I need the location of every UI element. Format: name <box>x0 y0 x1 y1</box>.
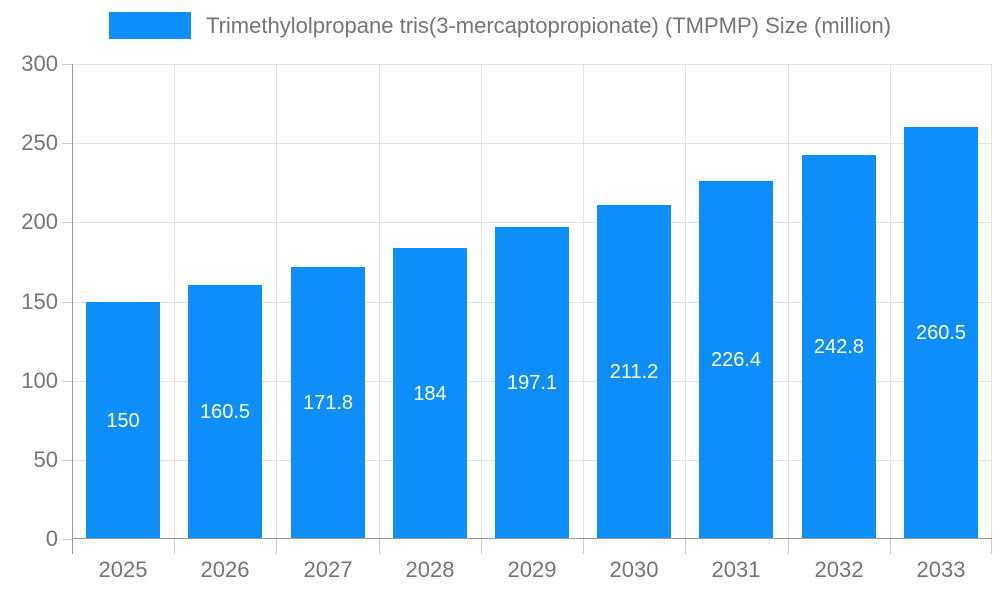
x-axis-tick <box>481 539 482 554</box>
y-axis-line <box>72 64 73 554</box>
bar-value-label: 226.4 <box>710 349 762 371</box>
x-axis-label-2025: 2025 <box>98 557 148 582</box>
y-gridline <box>72 143 992 144</box>
x-gridline <box>890 64 891 539</box>
bar-2025 <box>86 302 160 539</box>
x-gridline <box>583 64 584 539</box>
bar-value-label: 260.5 <box>915 322 967 344</box>
x-axis-label-2026: 2026 <box>200 557 250 582</box>
bar-2027 <box>291 267 365 539</box>
y-axis-label: 250 <box>21 130 58 155</box>
x-axis-tick <box>174 539 175 554</box>
bar-2032 <box>802 155 876 539</box>
y-gridline <box>72 64 992 65</box>
x-axis-tick <box>788 539 789 554</box>
bar-value-label: 150 <box>106 410 140 432</box>
x-gridline <box>379 64 380 539</box>
y-axis-tick <box>62 302 72 303</box>
y-axis-tick <box>62 143 72 144</box>
x-gridline <box>481 64 482 539</box>
x-axis-tick <box>276 539 277 554</box>
x-axis-tick <box>890 539 891 554</box>
x-gridline <box>991 64 992 539</box>
bar-value-label: 242.8 <box>813 336 865 358</box>
y-axis-tick <box>62 381 72 382</box>
bar-2029 <box>495 227 569 539</box>
x-axis-label-2030: 2030 <box>609 557 659 582</box>
bar-value-label: 211.2 <box>609 361 659 383</box>
x-gridline <box>174 64 175 539</box>
y-axis-label: 0 <box>45 526 58 551</box>
bar-value-label: 197.1 <box>506 372 558 394</box>
x-axis-label-2027: 2027 <box>303 557 353 582</box>
x-gridline <box>788 64 789 539</box>
y-axis-tick <box>62 222 72 223</box>
x-axis-label-2031: 2031 <box>711 557 761 582</box>
x-axis-tick <box>72 539 73 554</box>
x-gridline <box>685 64 686 539</box>
y-axis-label: 300 <box>21 51 58 76</box>
bar-2033 <box>904 127 978 539</box>
x-axis-label-2033: 2033 <box>916 557 966 582</box>
legend-swatch-icon <box>108 12 191 39</box>
plot-area: 150 160.5 171.8 184 197.1 211.2 226.4 242.8 260.… <box>72 64 992 554</box>
y-axis-label: 100 <box>21 368 58 393</box>
y-axis-label: 150 <box>21 289 58 314</box>
x-gridline <box>276 64 277 539</box>
bar-2030 <box>597 205 671 539</box>
x-axis-line <box>72 538 992 539</box>
bar-value-label: 184 <box>413 383 447 405</box>
y-gridline <box>72 222 992 223</box>
bar-2028 <box>393 248 467 539</box>
x-axis-tick <box>685 539 686 554</box>
bar-2031 <box>699 181 773 539</box>
x-axis-label-2029: 2029 <box>507 557 557 582</box>
x-axis-tick <box>583 539 584 554</box>
x-axis-label-2028: 2028 <box>405 557 455 582</box>
y-axis-label: 200 <box>21 209 58 234</box>
legend[interactable]: Trimethylolpropane tris(3-mercaptopropio… <box>0 12 1000 39</box>
bar-2026 <box>188 285 262 539</box>
y-axis-label: 50 <box>33 447 58 472</box>
y-axis-tick <box>62 539 72 540</box>
legend-label: Trimethylolpropane tris(3-mercaptopropio… <box>205 13 892 38</box>
x-axis-tick <box>991 539 992 554</box>
bar-value-label: 171.8 <box>302 392 354 414</box>
x-axis-tick <box>379 539 380 554</box>
y-axis-tick <box>62 64 72 65</box>
x-axis-label-2032: 2032 <box>814 557 864 582</box>
y-axis-tick <box>62 460 72 461</box>
bar-value-label: 160.5 <box>199 401 251 423</box>
